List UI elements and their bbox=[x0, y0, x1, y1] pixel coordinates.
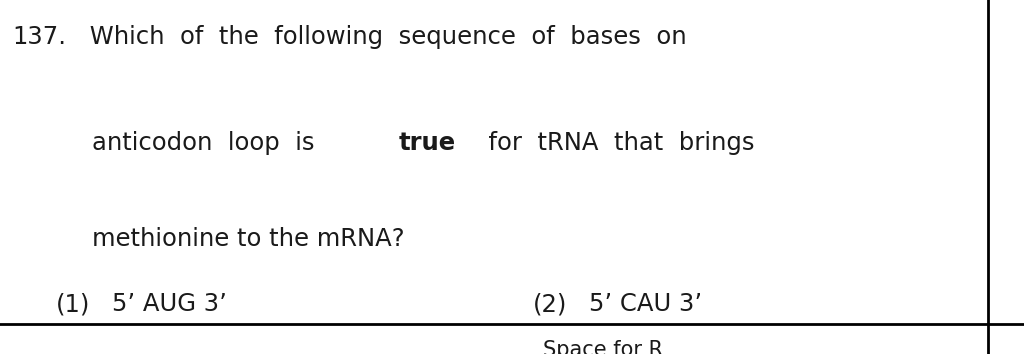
Text: Space for R: Space for R bbox=[543, 340, 663, 354]
Text: 5’ CAU 3’: 5’ CAU 3’ bbox=[589, 292, 701, 316]
Text: Which  of  the  following  sequence  of  bases  on: Which of the following sequence of bases… bbox=[82, 25, 686, 49]
Text: 137.: 137. bbox=[12, 25, 67, 49]
Text: (2): (2) bbox=[532, 292, 567, 316]
Text: anticodon  loop  is: anticodon loop is bbox=[92, 131, 330, 155]
Text: for  tRNA  that  brings: for tRNA that brings bbox=[473, 131, 755, 155]
Text: (1): (1) bbox=[56, 292, 91, 316]
Text: 5’ AUG 3’: 5’ AUG 3’ bbox=[113, 292, 227, 316]
Text: true: true bbox=[399, 131, 456, 155]
Text: methionine to the mRNA?: methionine to the mRNA? bbox=[92, 227, 404, 251]
